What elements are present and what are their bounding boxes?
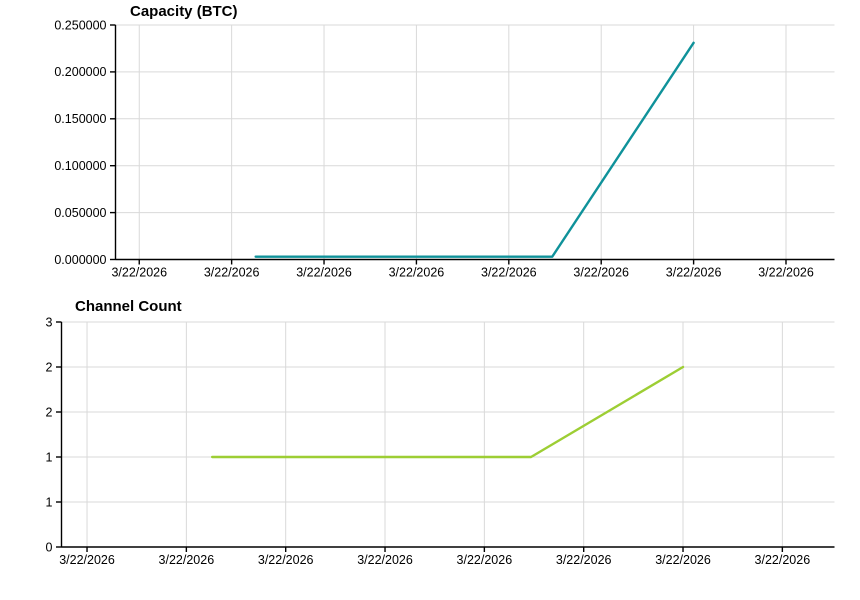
y-tick-label: 0.250000 [54,18,106,32]
y-tick-label: 3 [46,315,53,329]
x-tick-label: 3/22/2026 [457,553,513,567]
x-tick-label: 3/22/2026 [357,553,413,567]
x-tick-label: 3/22/2026 [159,553,215,567]
capacity-chart-title: Capacity (BTC) [130,3,238,20]
y-tick-label: 0.000000 [54,253,106,267]
y-tick-label: 0.100000 [54,159,106,173]
x-tick-label: 3/22/2026 [573,266,629,280]
x-tick-label: 3/22/2026 [258,553,314,567]
channel-count-chart-title: Channel Count [75,298,182,315]
x-tick-label: 3/22/2026 [389,266,445,280]
y-tick-label: 1 [46,450,53,464]
y-tick-label: 2 [46,360,53,374]
x-tick-label: 3/22/2026 [758,266,814,280]
y-tick-label: 2 [46,405,53,419]
capacity-chart: Capacity (BTC) 0.250000 0.200000 0.150000 0… [0,0,860,296]
y-tick-label: 0.150000 [54,112,106,126]
x-tick-label: 3/22/2026 [556,553,612,567]
x-tick-label: 3/22/2026 [59,553,115,567]
x-tick-label: 3/22/2026 [655,553,711,567]
x-tick-label: 3/22/2026 [204,266,260,280]
y-tick-label: 0.200000 [54,65,106,79]
y-tick-label: 0 [46,540,53,554]
x-tick-label: 3/22/2026 [481,266,537,280]
x-tick-label: 3/22/2026 [666,266,722,280]
x-tick-label: 3/22/2026 [111,266,167,280]
y-tick-label: 0.050000 [54,206,106,220]
x-tick-label: 3/22/2026 [755,553,811,567]
channel-count-chart: Channel Count 3 2 2 1 1 0 3/22/2026 3/22/2026 3/… [0,296,860,600]
x-tick-label: 3/22/2026 [296,266,352,280]
channel-count-series-line [210,365,685,459]
capacity-chart-plot: 0.250000 0.200000 0.150000 0.100000 0.050000… [54,18,835,280]
y-tick-label: 1 [46,495,53,509]
channel-count-chart-plot: 3 2 2 1 1 0 3/22/2026 3/22/2026 3/22/2026 3/22/20… [46,315,835,567]
capacity-btc-series-line [254,41,695,258]
